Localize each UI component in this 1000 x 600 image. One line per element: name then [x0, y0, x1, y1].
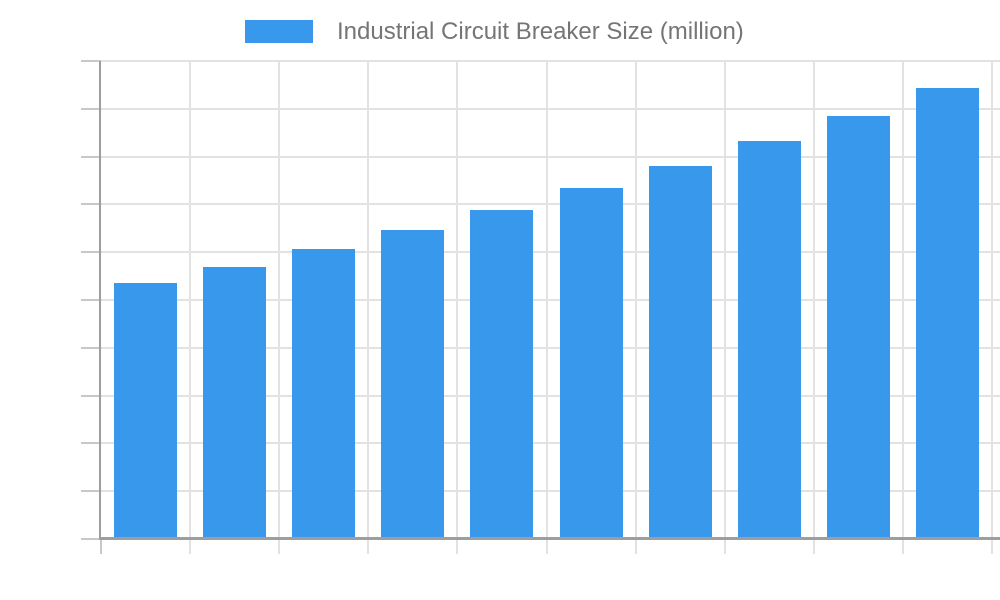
- v-gridline: [812, 61, 815, 539]
- x-axis-tick: [278, 539, 281, 554]
- y-axis-tick: [81, 490, 101, 493]
- bar-2033[interactable]: [915, 88, 979, 539]
- h-gridline: [101, 346, 1000, 349]
- y-axis-tick: [81, 299, 101, 301]
- x-axis-line: [99, 537, 1000, 540]
- v-gridline: [545, 61, 548, 539]
- bar-2030[interactable]: [648, 165, 712, 539]
- bar-2029[interactable]: [559, 188, 623, 539]
- h-gridline: [101, 251, 1000, 254]
- x-axis-tick: [634, 539, 637, 554]
- y-axis-tick: [81, 107, 101, 110]
- v-gridline: [723, 61, 726, 539]
- y-axis-line: [99, 61, 101, 539]
- h-gridline: [101, 107, 1000, 110]
- v-gridline: [901, 61, 904, 539]
- v-gridline: [189, 61, 192, 539]
- h-gridline: [101, 299, 1000, 301]
- bar-2025[interactable]: [203, 266, 267, 539]
- legend: Industrial Circuit Breaker Size (million…: [0, 0, 1000, 50]
- v-gridline: [634, 61, 637, 539]
- bar-2031[interactable]: [737, 141, 801, 539]
- bar-2028[interactable]: [470, 209, 534, 539]
- bar-2024[interactable]: [114, 283, 178, 539]
- y-axis-tick: [81, 155, 101, 158]
- y-axis-tick: [81, 442, 101, 445]
- x-axis-tick: [812, 539, 815, 554]
- h-gridline: [101, 203, 1000, 206]
- bar-2027[interactable]: [381, 229, 445, 539]
- h-gridline: [101, 490, 1000, 493]
- legend-label: Industrial Circuit Breaker Size (million…: [337, 18, 744, 45]
- x-axis-tick: [367, 539, 370, 554]
- x-axis-tick: [901, 539, 904, 554]
- y-axis-tick: [81, 394, 101, 397]
- x-axis-tick: [100, 539, 102, 554]
- x-axis-tick: [189, 539, 192, 554]
- h-gridline: [101, 394, 1000, 397]
- v-gridline: [278, 61, 281, 539]
- x-axis-tick: [545, 539, 548, 554]
- x-axis-tick: [991, 539, 993, 554]
- legend-swatch-icon: [245, 20, 313, 43]
- x-axis-tick: [456, 539, 459, 554]
- h-gridline: [101, 442, 1000, 445]
- v-gridline: [991, 61, 993, 539]
- bar-2026[interactable]: [292, 248, 356, 539]
- y-axis-tick: [81, 538, 101, 540]
- y-axis-tick: [81, 60, 101, 62]
- v-gridline: [367, 61, 370, 539]
- bar-2032[interactable]: [826, 115, 890, 539]
- h-gridline: [101, 155, 1000, 158]
- y-axis-tick: [81, 251, 101, 254]
- v-gridline: [456, 61, 459, 539]
- x-axis-tick: [723, 539, 726, 554]
- h-gridline: [101, 60, 1000, 62]
- y-axis-tick: [81, 346, 101, 349]
- y-axis-tick: [81, 203, 101, 206]
